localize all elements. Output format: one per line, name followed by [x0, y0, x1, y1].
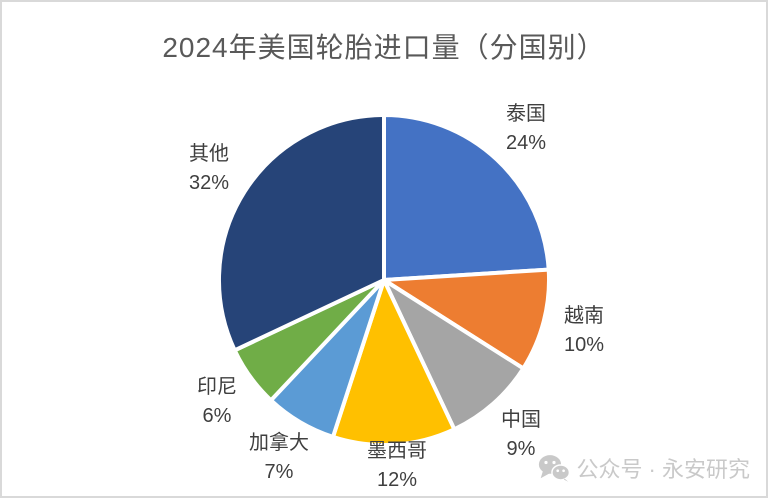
pie-slice-7 [216, 113, 386, 353]
chart-title: 2024年美国轮胎进口量（分国别） [162, 32, 606, 63]
slice-category-name: 墨西哥 [367, 440, 427, 462]
pie-slice-label-4: 墨西哥 12% [367, 437, 427, 495]
slice-percent-value: 7% [264, 461, 294, 483]
watermark-text: 公众号 · 永安研究 [576, 457, 750, 482]
slice-percent-value: 10% [563, 334, 605, 356]
pie-slice-label-1: 泰国 24% [506, 100, 546, 158]
slice-percent-value: 24% [505, 132, 547, 154]
wechat-icon [539, 455, 571, 482]
slice-category-name: 加拿大 [249, 432, 309, 454]
slice-percent-value: 12% [376, 469, 418, 491]
pie-slice-label-3: 中国 9% [501, 406, 541, 464]
slice-category-name: 其他 [189, 143, 229, 165]
pie-slice-label-7: 其他 32% [189, 140, 229, 198]
slice-category-name: 中国 [501, 409, 541, 431]
pie-slice-label-6: 印尼 6% [197, 373, 237, 431]
pie-slice-2 [382, 267, 552, 371]
pie-slice-1 [382, 113, 551, 282]
slice-category-name: 越南 [564, 305, 604, 327]
pie-slice-label-2: 越南 10% [564, 302, 604, 360]
slice-category-name: 泰国 [506, 103, 546, 125]
slice-percent-value: 6% [202, 405, 232, 427]
slice-percent-value: 9% [506, 438, 536, 460]
watermark: 公众号 · 永安研究 [538, 452, 750, 484]
slice-category-name: 印尼 [197, 376, 237, 398]
pie-slice-label-5: 加拿大 7% [249, 429, 309, 487]
pie-slice-4 [331, 278, 457, 447]
slice-percent-value: 32% [188, 172, 230, 194]
